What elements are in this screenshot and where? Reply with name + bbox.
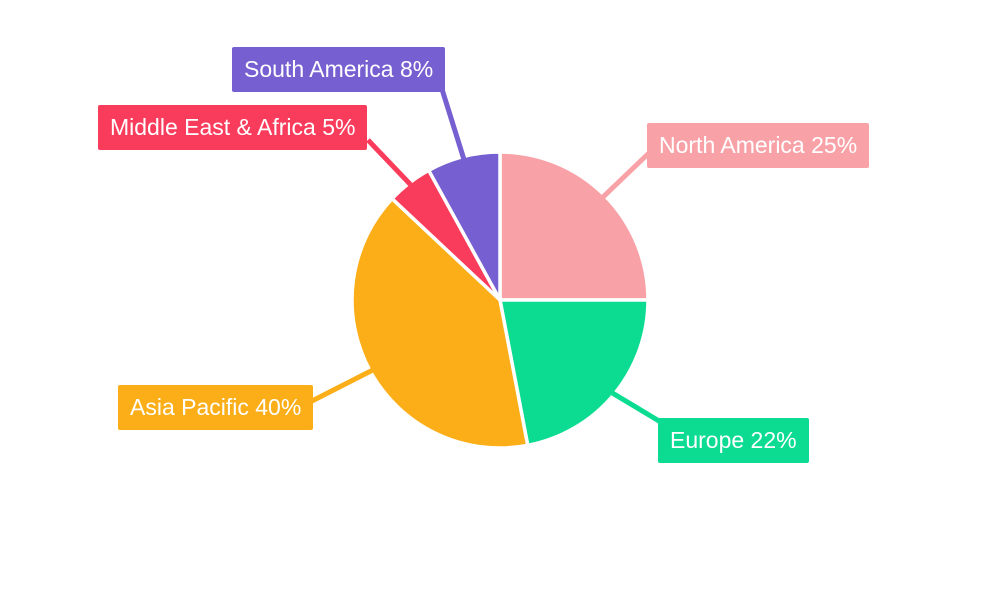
slice-label-south-america: South America 8% [232, 47, 446, 92]
leader-line-middle-east-africa [366, 138, 413, 187]
slice-label-middle-east-africa: Middle East & Africa 5% [98, 105, 368, 150]
leader-line-europe [611, 390, 666, 427]
leader-line-north-america [601, 150, 652, 199]
leader-line-south-america [438, 85, 467, 160]
slice-label-north-america: North America 25% [647, 123, 870, 168]
slice-label-europe: Europe 22% [658, 418, 809, 463]
slice-label-asia-pacific: Asia Pacific 40% [118, 385, 314, 430]
leader-line-asia-pacific [310, 368, 374, 404]
